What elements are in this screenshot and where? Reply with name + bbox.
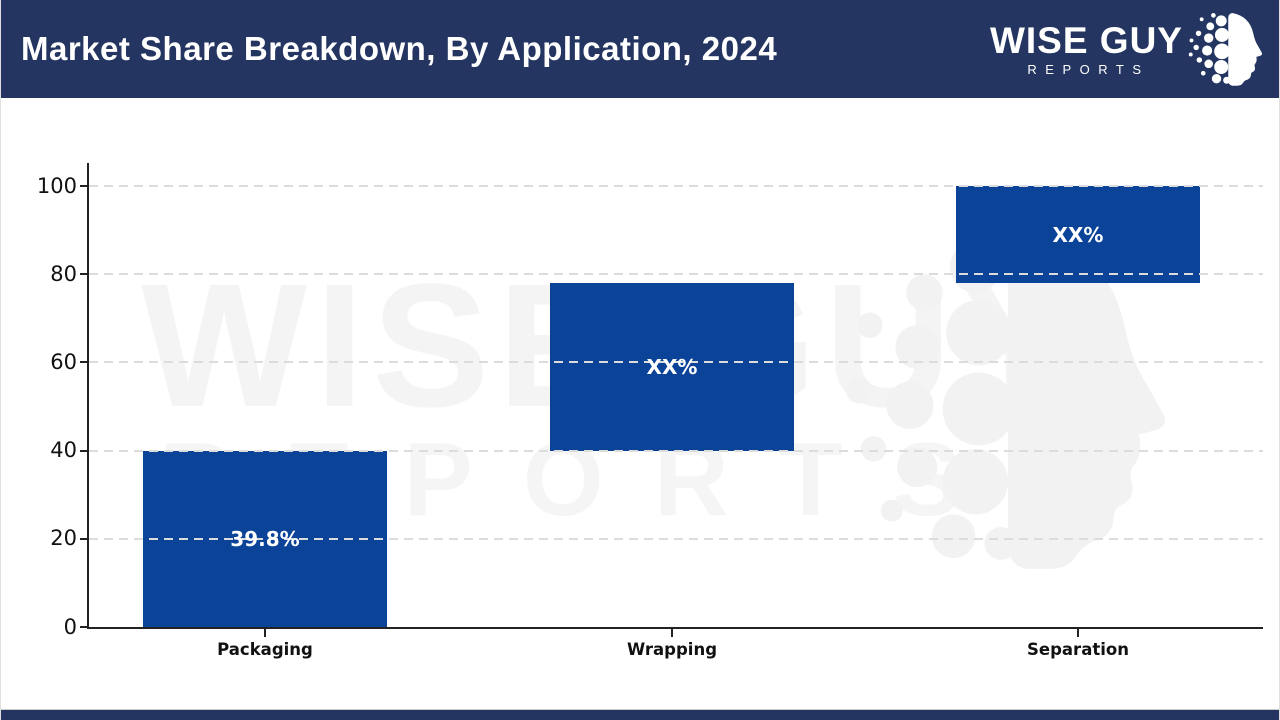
bar-value-label: XX% — [646, 355, 698, 380]
gridline-40 — [89, 449, 1263, 452]
logo-wordmark: WISE GUY — [989, 19, 1183, 61]
header: Market Share Breakdown, By Application, … — [1, 0, 1279, 98]
y-tick-100 — [80, 185, 89, 187]
y-tick-0 — [80, 626, 89, 628]
page-title: Market Share Breakdown, By Application, … — [21, 30, 778, 67]
y-tick-20 — [80, 537, 89, 540]
y-tick-60 — [80, 361, 89, 364]
x-tick-label-wrapping: Wrapping — [626, 640, 718, 659]
gridline-20 — [89, 537, 1263, 540]
y-tick-label-0: 0 — [63, 614, 77, 639]
y-axis-line — [87, 163, 89, 629]
bar-value-label: XX% — [1052, 222, 1104, 247]
y-tick-40 — [80, 449, 89, 452]
y-tick-label-20: 20 — [50, 526, 77, 551]
y-tick-label-40: 40 — [50, 438, 77, 463]
x-tick-separation — [1077, 629, 1079, 637]
y-tick-80 — [80, 273, 89, 276]
y-tick-label-80: 80 — [50, 261, 77, 286]
logo-face-icon — [1188, 13, 1263, 86]
gridline-100 — [89, 185, 1263, 187]
x-axis-line — [87, 627, 1263, 629]
x-tick-label-separation: Separation — [1027, 640, 1129, 659]
bar-value-label: 39.8% — [230, 527, 300, 552]
brand-logo: WISE GUY REPORTS — [990, 6, 1265, 92]
bar-wrapping — [550, 283, 794, 452]
x-tick-packaging — [264, 629, 266, 637]
x-tick-label-packaging: Packaging — [217, 640, 313, 659]
footer-bar — [1, 709, 1279, 720]
gridline-60 — [89, 361, 1263, 364]
brand-logo-text: WISE GUY REPORTS — [990, 22, 1183, 77]
y-tick-label-60: 60 — [50, 349, 77, 374]
x-tick-wrapping — [671, 629, 673, 637]
gridline-80 — [89, 273, 1263, 276]
y-tick-label-100: 100 — [36, 173, 77, 198]
logo-subtext: REPORTS — [1027, 61, 1150, 77]
